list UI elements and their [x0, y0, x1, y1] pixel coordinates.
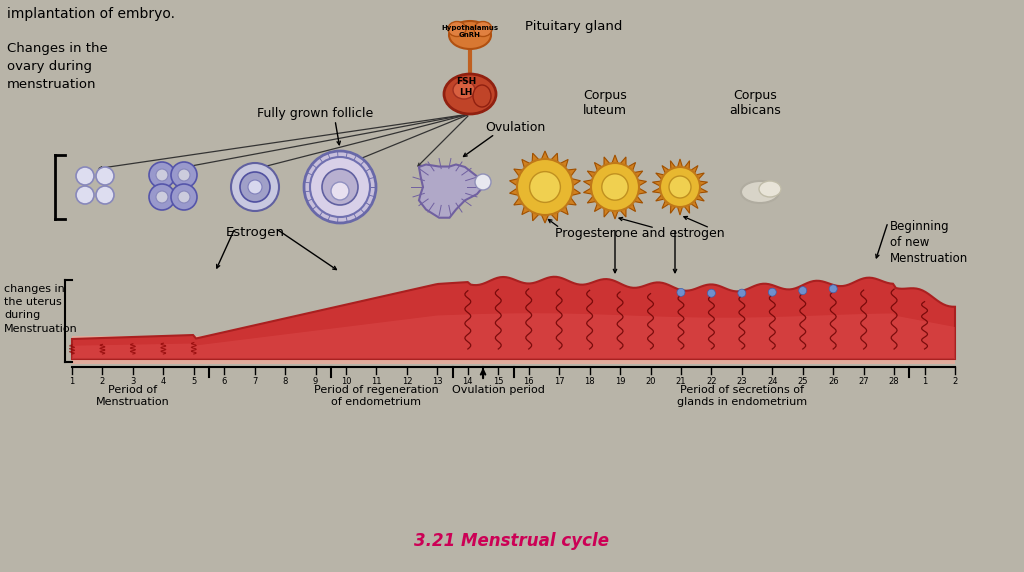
Text: 15: 15 — [493, 377, 504, 386]
Ellipse shape — [759, 181, 781, 197]
Text: 2: 2 — [99, 377, 105, 386]
Circle shape — [96, 186, 114, 204]
Text: 26: 26 — [827, 377, 839, 386]
Ellipse shape — [474, 22, 492, 37]
Text: 14: 14 — [463, 377, 473, 386]
Text: Estrogen: Estrogen — [225, 226, 285, 239]
Circle shape — [322, 169, 358, 205]
Text: 25: 25 — [798, 377, 808, 386]
Text: 20: 20 — [645, 377, 655, 386]
Text: Progesterone and estrogen: Progesterone and estrogen — [555, 227, 725, 240]
Circle shape — [231, 163, 279, 211]
Circle shape — [150, 162, 175, 188]
Circle shape — [669, 176, 691, 198]
Text: Fully grown follicle: Fully grown follicle — [257, 107, 373, 120]
Text: 10: 10 — [341, 377, 351, 386]
Ellipse shape — [449, 22, 466, 37]
Circle shape — [171, 184, 197, 210]
Circle shape — [304, 151, 376, 223]
Polygon shape — [72, 313, 955, 359]
Text: 13: 13 — [432, 377, 442, 386]
Text: 24: 24 — [767, 377, 777, 386]
Text: 3: 3 — [130, 377, 135, 386]
Text: Period of
Menstruation: Period of Menstruation — [96, 385, 170, 407]
Text: Beginning
of new
Menstruation: Beginning of new Menstruation — [890, 220, 969, 265]
Text: 27: 27 — [858, 377, 869, 386]
Text: 4: 4 — [161, 377, 166, 386]
Circle shape — [529, 172, 560, 202]
Text: Pituitary gland: Pituitary gland — [525, 20, 623, 33]
Circle shape — [96, 167, 114, 185]
Polygon shape — [510, 151, 581, 223]
Text: 3.21 Menstrual cycle: 3.21 Menstrual cycle — [415, 532, 609, 550]
Circle shape — [602, 174, 628, 200]
Text: changes in
the uterus
during
Menstruation: changes in the uterus during Menstruatio… — [4, 284, 78, 333]
Polygon shape — [419, 165, 483, 218]
Text: Ovulation: Ovulation — [485, 121, 545, 134]
Text: 5: 5 — [191, 377, 197, 386]
Text: 2: 2 — [952, 377, 957, 386]
Text: Changes in the
ovary during
menstruation: Changes in the ovary during menstruation — [7, 42, 108, 91]
Polygon shape — [652, 159, 708, 215]
Circle shape — [829, 285, 838, 293]
Circle shape — [738, 289, 745, 297]
Text: Period of secretions of
glands in endometrium: Period of secretions of glands in endome… — [677, 385, 807, 407]
Circle shape — [799, 287, 807, 295]
Circle shape — [591, 163, 639, 211]
Text: 1: 1 — [70, 377, 75, 386]
Text: 16: 16 — [523, 377, 535, 386]
Bar — [72, 336, 955, 364]
Text: 18: 18 — [585, 377, 595, 386]
Text: Ovulation period: Ovulation period — [452, 385, 545, 395]
Circle shape — [248, 180, 262, 194]
Text: 19: 19 — [614, 377, 626, 386]
Text: 12: 12 — [401, 377, 413, 386]
Text: Period of regeneration
of endometrium: Period of regeneration of endometrium — [314, 385, 439, 407]
Text: 21: 21 — [676, 377, 686, 386]
Text: 6: 6 — [221, 377, 227, 386]
Circle shape — [156, 191, 168, 203]
Polygon shape — [72, 277, 955, 359]
Text: 22: 22 — [707, 377, 717, 386]
Ellipse shape — [453, 81, 475, 99]
Text: 8: 8 — [283, 377, 288, 386]
Text: Hypothalamus
GnRH: Hypothalamus GnRH — [441, 26, 499, 38]
Circle shape — [677, 288, 685, 296]
Text: 23: 23 — [736, 377, 748, 386]
Circle shape — [76, 186, 94, 204]
Text: 7: 7 — [252, 377, 257, 386]
Text: 28: 28 — [889, 377, 899, 386]
Ellipse shape — [473, 85, 490, 107]
Circle shape — [660, 167, 700, 207]
Circle shape — [475, 174, 490, 190]
Circle shape — [178, 169, 190, 181]
Circle shape — [768, 288, 776, 296]
Circle shape — [156, 169, 168, 181]
Circle shape — [76, 167, 94, 185]
Circle shape — [517, 159, 573, 215]
Circle shape — [150, 184, 175, 210]
Polygon shape — [584, 155, 646, 219]
Circle shape — [240, 172, 270, 202]
Circle shape — [331, 182, 349, 200]
Ellipse shape — [741, 181, 779, 203]
Ellipse shape — [449, 21, 490, 49]
Text: implantation of embryo.: implantation of embryo. — [7, 7, 175, 21]
Text: 17: 17 — [554, 377, 564, 386]
Text: Corpus
albicans: Corpus albicans — [729, 89, 781, 117]
Ellipse shape — [444, 74, 496, 114]
Circle shape — [171, 162, 197, 188]
Text: 1: 1 — [922, 377, 927, 386]
Text: 9: 9 — [313, 377, 318, 386]
Circle shape — [178, 191, 190, 203]
Text: FSH
LH: FSH LH — [456, 77, 476, 97]
Circle shape — [708, 289, 716, 297]
Text: Corpus
luteum: Corpus luteum — [583, 89, 627, 117]
Circle shape — [310, 157, 370, 217]
Text: 11: 11 — [372, 377, 382, 386]
